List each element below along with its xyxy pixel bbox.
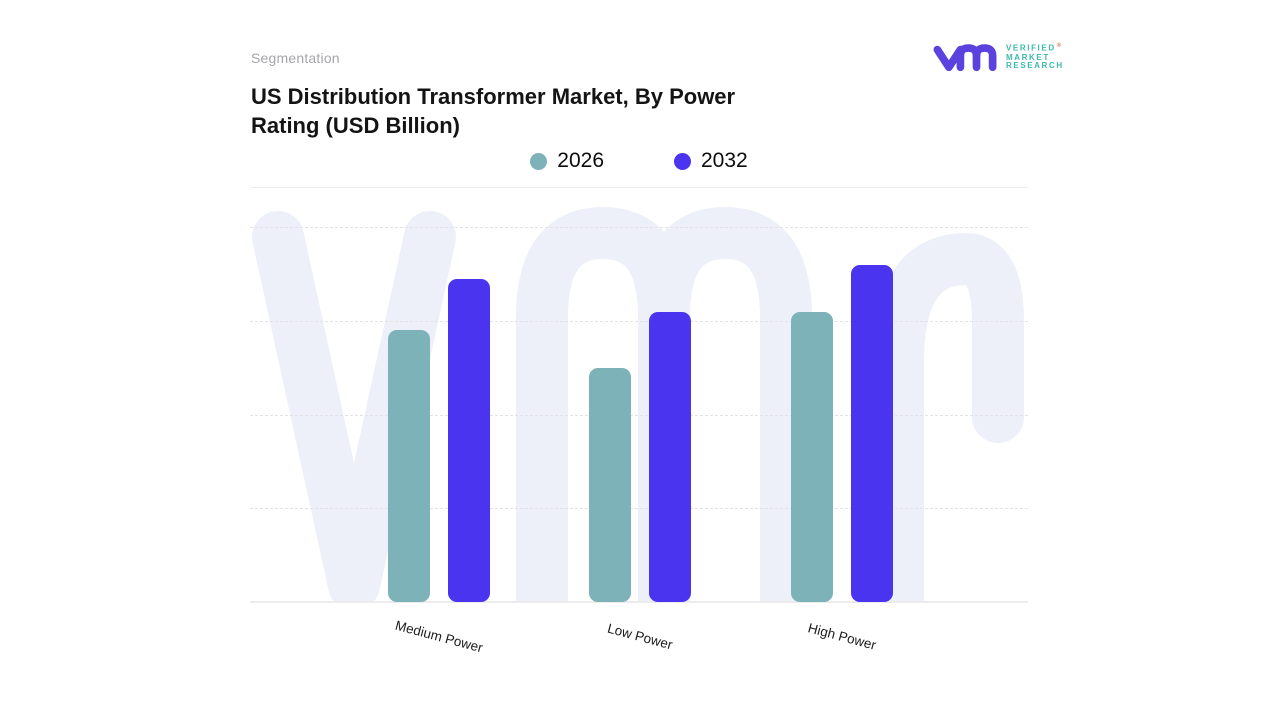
bar-2026-medium-power <box>388 330 430 602</box>
gridline <box>250 414 1028 416</box>
registered-trademark: ® <box>1056 43 1062 50</box>
bar-2026-low-power <box>589 367 631 602</box>
legend-item-2032[interactable]: 2032 <box>674 149 748 173</box>
x-axis-label: High Power <box>806 620 878 653</box>
brand-logo: VERIFIED® MARKET RESEARCH <box>932 40 1064 73</box>
gridline <box>250 508 1028 510</box>
chart-legend: 2026 2032 <box>250 149 1028 173</box>
legend-swatch-2026 <box>530 152 548 170</box>
eyebrow-label: Segmentation <box>251 50 340 66</box>
vmr-watermark-icon <box>252 207 1024 603</box>
header-divider <box>250 187 1028 188</box>
x-axis-line <box>250 601 1028 603</box>
bar-2026-high-power <box>791 311 833 602</box>
logo-text-market: MARKET <box>1006 52 1050 62</box>
legend-label-2026: 2026 <box>557 149 604 172</box>
legend-item-2026[interactable]: 2026 <box>530 149 604 173</box>
bar-2032-high-power <box>851 264 893 602</box>
logo-text-research: RESEARCH <box>1006 61 1064 71</box>
legend-label-2032: 2032 <box>701 149 748 172</box>
bar-2032-medium-power <box>448 278 490 602</box>
bar-2032-low-power <box>649 311 691 602</box>
legend-swatch-2032 <box>674 152 691 170</box>
logo-text-verified: VERIFIED <box>1006 44 1056 54</box>
logo-wordmark: VERIFIED® MARKET RESEARCH <box>1006 42 1064 70</box>
gridline <box>250 320 1028 322</box>
vmr-monogram-icon <box>933 44 997 72</box>
chart-title: US Distribution Transformer Market, By P… <box>251 84 736 138</box>
x-axis-label: Medium Power <box>393 617 485 656</box>
x-axis-label: Low Power <box>605 620 675 653</box>
bar-chart-plot-area: Medium Power Low Power High Power <box>250 187 1028 655</box>
gridline <box>250 227 1028 229</box>
